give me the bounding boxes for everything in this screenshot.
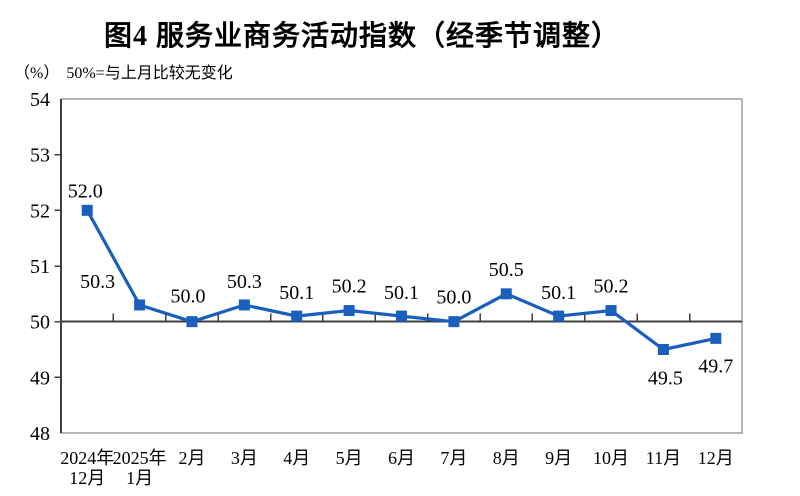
value-label: 50.1 — [279, 282, 314, 304]
data-point-marker — [396, 310, 407, 322]
y-tick-label: 48 — [30, 423, 50, 445]
value-label: 49.7 — [698, 355, 733, 377]
y-tick-label: 50 — [30, 312, 50, 334]
x-category-label: 5月 — [336, 448, 363, 468]
x-category-label: 3月 — [231, 448, 258, 468]
data-point-marker — [500, 288, 512, 300]
data-point-marker — [605, 305, 617, 317]
x-category-label: 6月 — [388, 448, 415, 468]
chart-subtitle: （%） 50%=与上月比较无变化 — [14, 59, 233, 83]
data-point-marker — [448, 316, 460, 328]
data-point-marker — [238, 299, 250, 311]
value-label: 50.1 — [384, 282, 419, 304]
x-category-label: 1月 — [126, 468, 153, 488]
value-label: 50.2 — [594, 276, 629, 298]
chart-title: 图4 服务业商务活动指数（经季节调整） — [103, 21, 620, 52]
y-tick-label: 53 — [30, 145, 50, 167]
x-category-label: 11月 — [646, 448, 681, 468]
data-point-marker — [81, 204, 93, 216]
data-point-marker — [553, 310, 565, 322]
x-category-label: 12月 — [698, 448, 734, 468]
data-point-marker — [657, 344, 669, 355]
data-point-marker — [343, 305, 355, 317]
baseline-note: 50%=与上月比较无变化 — [66, 65, 233, 82]
x-category-label: 7月 — [440, 448, 467, 468]
x-category-label: 10月 — [593, 448, 629, 468]
value-label: 50.2 — [332, 276, 367, 298]
x-category-label: 2025年 — [113, 448, 167, 468]
y-tick-label: 49 — [30, 367, 50, 389]
data-point-marker — [186, 316, 198, 328]
value-label: 50.3 — [227, 271, 262, 293]
y-tick-label: 51 — [30, 256, 50, 278]
plot-area-border — [60, 98, 743, 434]
value-label: 50.5 — [489, 259, 524, 281]
value-label: 50.0 — [436, 287, 471, 309]
x-category-label: 2024年 — [60, 448, 114, 468]
x-category-label: 9月 — [545, 448, 572, 468]
x-category-label: 8月 — [493, 448, 520, 468]
y-tick-label: 52 — [30, 200, 50, 222]
y-axis-unit-label: （%） — [14, 65, 60, 82]
value-label: 50.3 — [80, 271, 115, 293]
y-tick-label: 54 — [30, 89, 50, 111]
data-point-marker — [710, 332, 722, 344]
value-label: 50.1 — [541, 282, 576, 304]
x-category-label: 12月 — [69, 468, 105, 488]
x-category-label: 2月 — [178, 448, 205, 468]
value-label: 50.0 — [170, 286, 205, 308]
data-point-marker — [134, 299, 146, 311]
value-label: 49.5 — [648, 368, 683, 390]
x-category-label: 4月 — [283, 448, 310, 468]
value-label: 52.0 — [68, 180, 103, 202]
data-point-marker — [291, 310, 303, 322]
